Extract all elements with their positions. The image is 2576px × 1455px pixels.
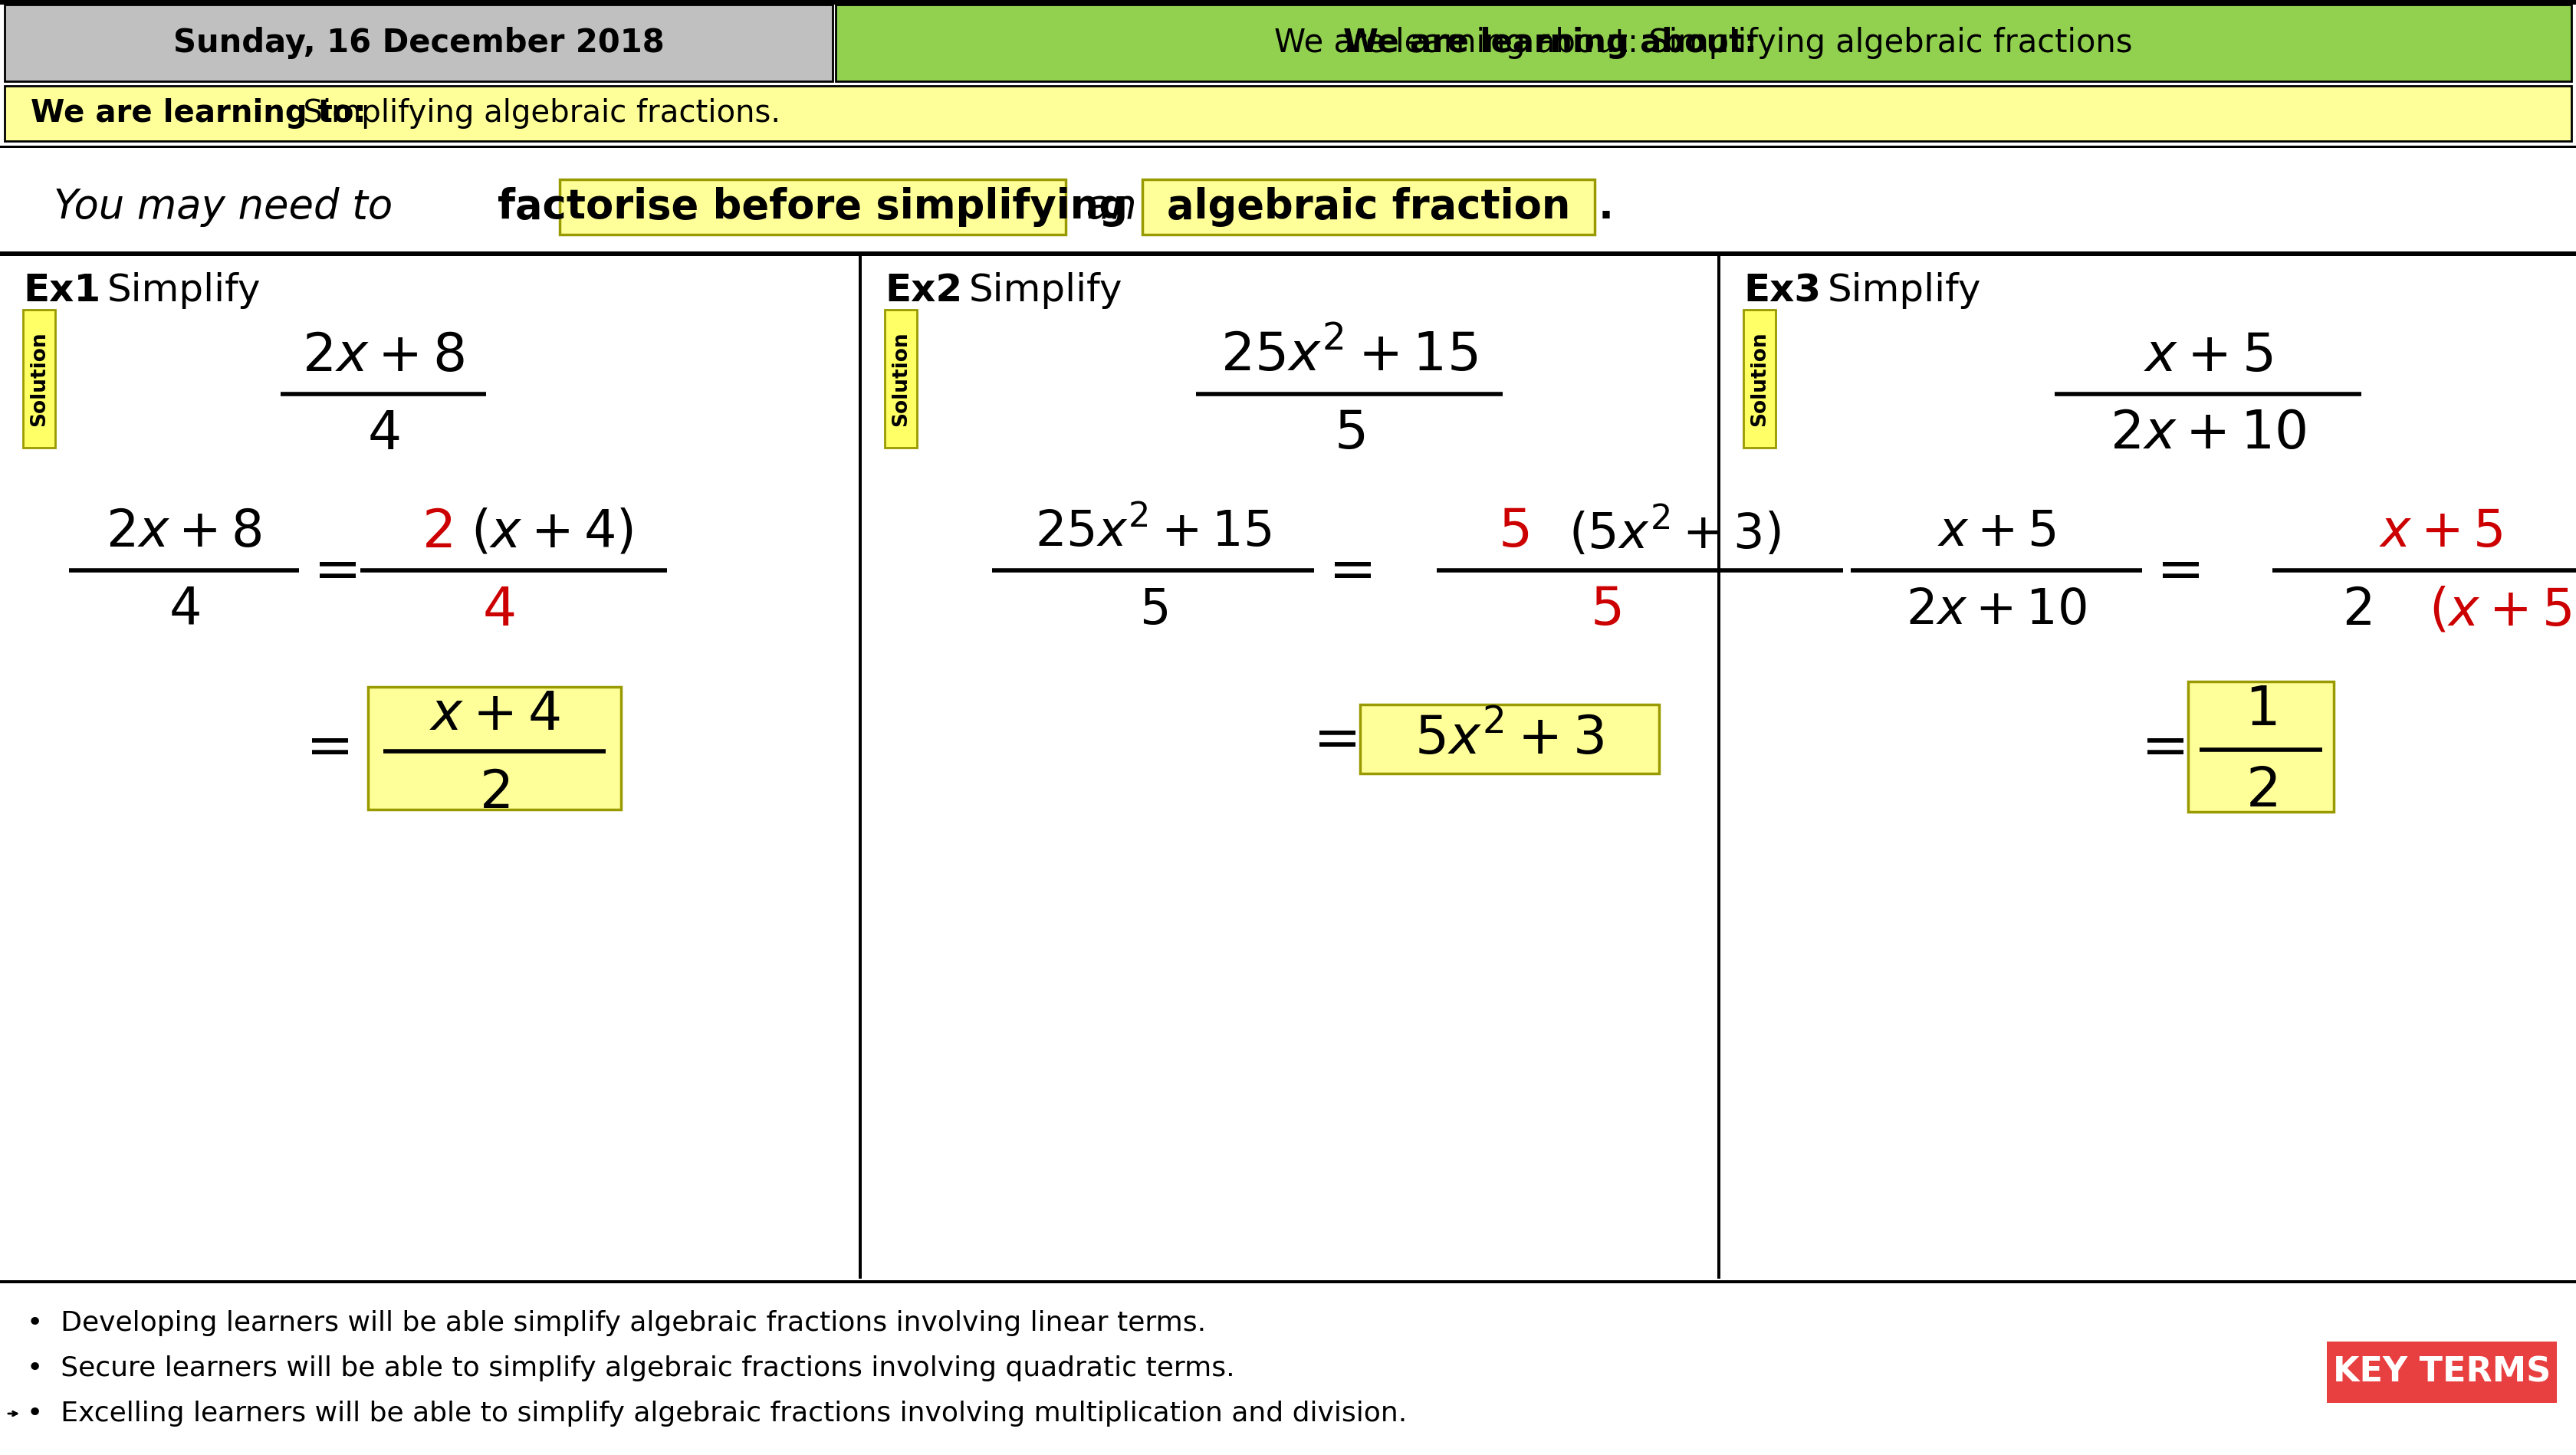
Text: .: . — [1600, 188, 1613, 227]
Text: $=$: $=$ — [294, 719, 350, 774]
Text: Simplify: Simplify — [1829, 272, 1981, 308]
Text: $x + 4$: $x + 4$ — [430, 688, 559, 741]
Text: Simplify: Simplify — [969, 272, 1123, 308]
Text: You may need to: You may need to — [54, 188, 404, 227]
Text: $x + 5$: $x + 5$ — [1937, 508, 2056, 556]
Text: $2x + 8$: $2x + 8$ — [301, 330, 464, 381]
Text: $=$: $=$ — [2130, 719, 2184, 774]
Bar — [1744, 310, 1775, 448]
Bar — [858, 256, 863, 1279]
Text: Solution: Solution — [1749, 332, 1770, 426]
Bar — [368, 687, 621, 809]
Text: $=$: $=$ — [1316, 543, 1373, 598]
Text: $2$: $2$ — [2246, 765, 2277, 818]
Bar — [2326, 1342, 2558, 1403]
Bar — [1718, 256, 1721, 1279]
Text: $2$: $2$ — [422, 506, 451, 557]
Text: •  Developing learners will be able simplify algebraic fractions involving linea: • Developing learners will be able simpl… — [26, 1310, 1206, 1336]
Text: $(x + 4)$: $(x + 4)$ — [471, 506, 634, 557]
Bar — [0, 146, 2576, 148]
Text: Ex3: Ex3 — [1744, 272, 1821, 308]
Text: algebraic fraction: algebraic fraction — [1167, 188, 1571, 227]
Bar — [0, 1280, 2576, 1283]
Text: $x + 5$: $x + 5$ — [2143, 330, 2272, 381]
Text: $5$: $5$ — [1499, 506, 1528, 557]
Text: Ex1: Ex1 — [23, 272, 100, 308]
Text: Solution: Solution — [28, 332, 49, 426]
Text: We are learning about:: We are learning about: — [1342, 26, 1757, 60]
Text: $25x^2 + 15$: $25x^2 + 15$ — [1221, 330, 1479, 381]
Text: $2$: $2$ — [2342, 585, 2370, 636]
Text: $4$: $4$ — [167, 585, 198, 636]
Text: •  Secure learners will be able to simplify algebraic fractions involving quadra: • Secure learners will be able to simpli… — [26, 1356, 1234, 1381]
Text: We are learning to:: We are learning to: — [31, 97, 366, 129]
Bar — [0, 0, 2576, 4]
Text: $4$: $4$ — [368, 409, 399, 460]
Text: $=$: $=$ — [301, 543, 358, 598]
Text: $(x + 5)$: $(x + 5)$ — [2429, 585, 2576, 636]
Text: Simplifying algebraic fractions.: Simplifying algebraic fractions. — [283, 97, 781, 129]
Text: $5$: $5$ — [1334, 409, 1365, 460]
Text: $2x + 8$: $2x + 8$ — [106, 506, 263, 557]
Text: $2$: $2$ — [479, 767, 510, 818]
Text: $=$: $=$ — [2146, 543, 2200, 598]
Text: •  Excelling learners will be able to simplify algebraic fractions involving mul: • Excelling learners will be able to sim… — [26, 1401, 1406, 1427]
Text: KEY TERMS: KEY TERMS — [2334, 1356, 2550, 1388]
Bar — [2187, 681, 2334, 812]
Bar — [835, 4, 2571, 81]
Text: Simplify: Simplify — [108, 272, 260, 308]
Bar — [884, 310, 917, 448]
Text: $5$: $5$ — [1589, 585, 1620, 636]
Text: Solution: Solution — [891, 332, 912, 426]
Text: Sunday, 16 December 2018: Sunday, 16 December 2018 — [173, 26, 665, 60]
Bar — [5, 86, 2571, 141]
Bar — [23, 310, 54, 448]
Text: $25x^2 + 15$: $25x^2 + 15$ — [1036, 508, 1270, 556]
Text: an: an — [1074, 188, 1149, 227]
Bar — [559, 179, 1066, 234]
Text: $5x^2 + 3$: $5x^2 + 3$ — [1414, 713, 1605, 765]
Bar — [1360, 704, 1659, 774]
Text: $(5x^2 + 3)$: $(5x^2 + 3)$ — [1569, 505, 1780, 559]
Text: $5$: $5$ — [1139, 586, 1167, 634]
Text: $x + 5$: $x + 5$ — [2380, 506, 2504, 557]
Bar — [5, 4, 832, 81]
Text: Ex2: Ex2 — [884, 272, 963, 308]
Text: $=$: $=$ — [1301, 711, 1358, 767]
Text: $1$: $1$ — [2246, 684, 2277, 736]
Text: $4$: $4$ — [482, 585, 515, 636]
Bar — [1141, 179, 1595, 234]
Text: factorise before simplifying: factorise before simplifying — [497, 188, 1128, 227]
Bar — [0, 252, 2576, 256]
Text: $2x + 10$: $2x + 10$ — [2110, 409, 2306, 460]
Text: $2x + 10$: $2x + 10$ — [1906, 586, 2087, 634]
Text: We are learning about: Simplifying algebraic fractions: We are learning about: Simplifying algeb… — [1275, 26, 2133, 60]
